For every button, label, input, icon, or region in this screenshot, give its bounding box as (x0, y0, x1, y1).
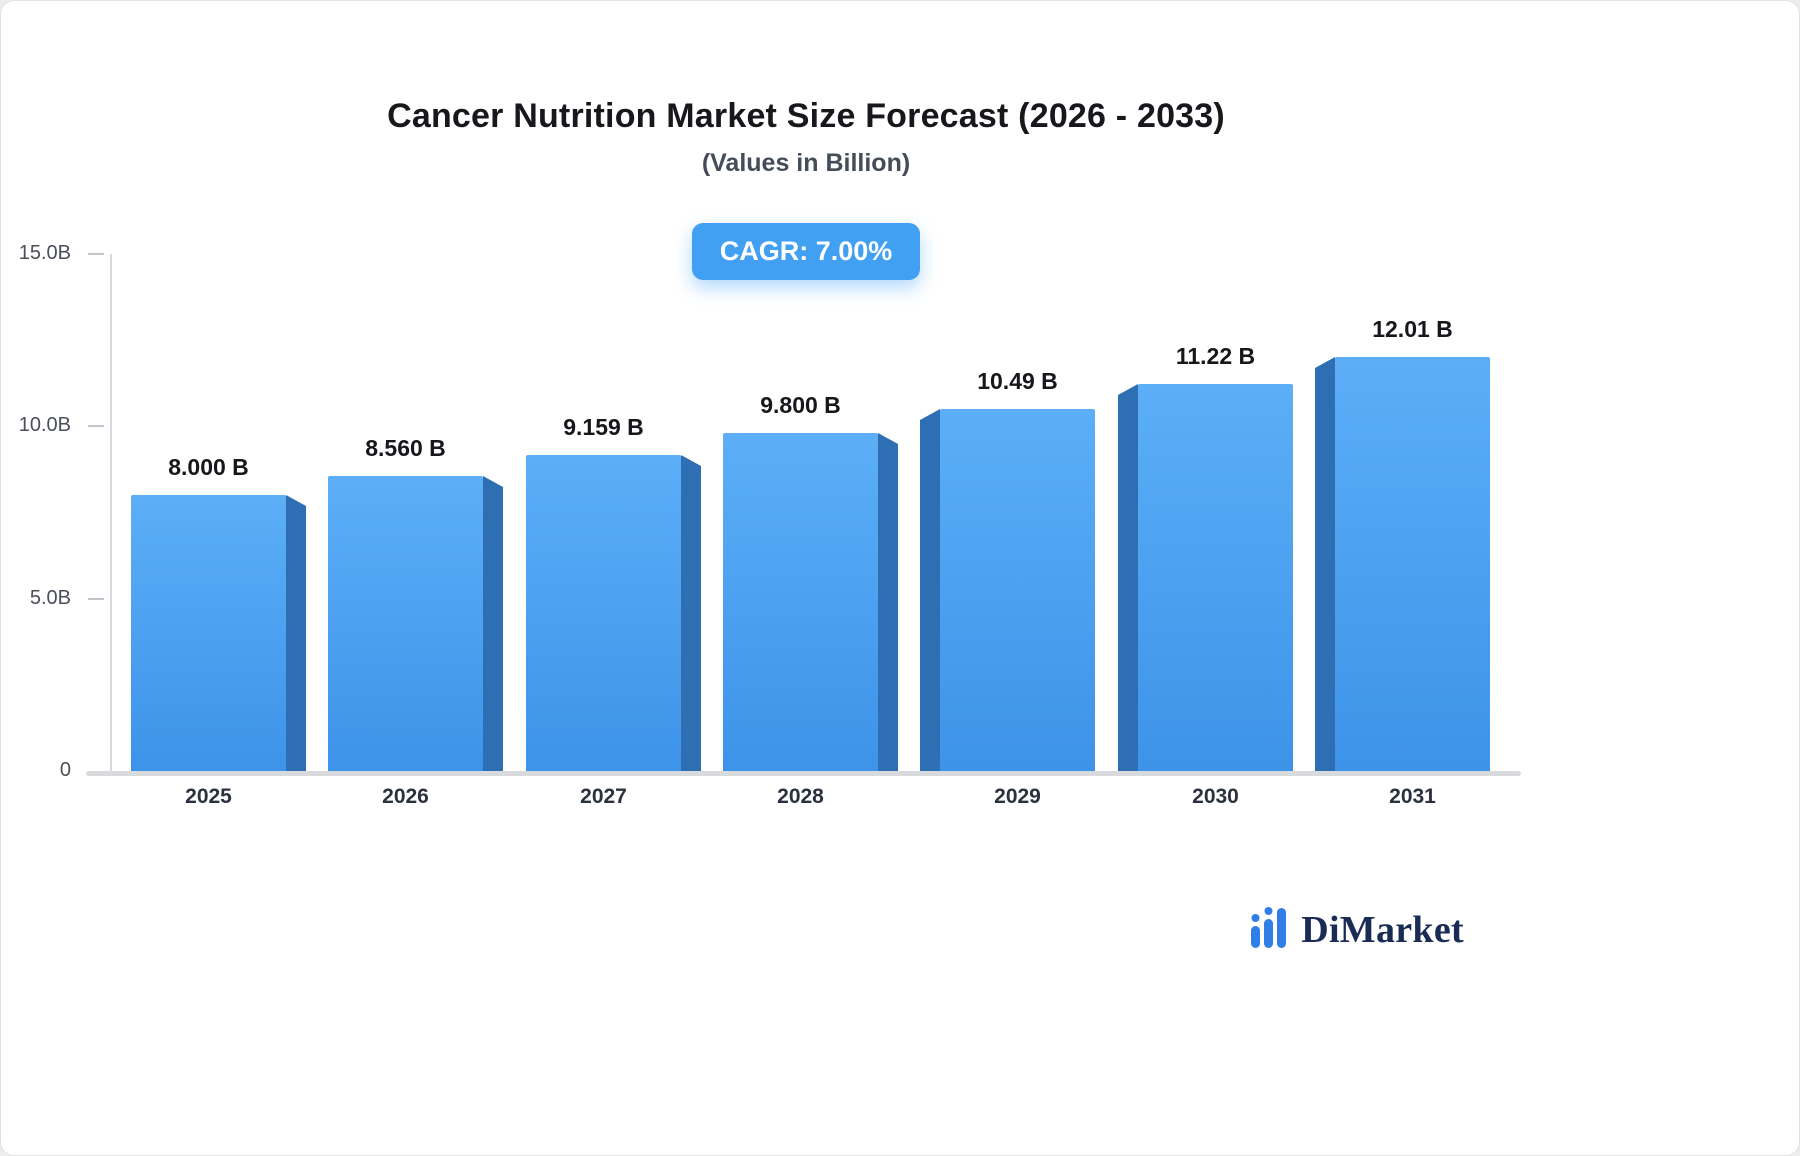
bar-side-shade (1118, 395, 1138, 771)
bar-side-shade (681, 466, 701, 771)
bar-2030 (1118, 384, 1293, 771)
bar-value-label: 9.159 B (563, 414, 644, 440)
x-axis-label: 2028 (777, 785, 824, 808)
bar-value-label: 10.49 B (977, 368, 1058, 394)
y-axis-line (110, 254, 112, 771)
y-axis-label: 0 (59, 759, 71, 781)
dimarket-logo: DiMarket (1247, 904, 1464, 955)
plot-area: 8.000 B 2025 8.560 B 2026 9.159 B 2027 9.800 B… (19, 242, 1521, 808)
bar-2026 (328, 476, 503, 771)
bar-side-shade (1315, 368, 1335, 771)
x-axis-label: 2025 (185, 785, 232, 808)
y-axis-label: 10.0B (18, 414, 71, 436)
bar-top-bevel (286, 495, 306, 506)
bar-value-label: 8.000 B (168, 454, 249, 480)
chart-subtitle: (Values in Billion) (701, 149, 911, 177)
bar-top-bevel (1315, 357, 1335, 368)
bar-face (328, 476, 483, 771)
bar-face (723, 433, 878, 771)
bar-face (940, 409, 1095, 771)
x-axis-label: 2031 (1389, 785, 1436, 808)
x-axis-baseline (86, 771, 1521, 776)
bar-2031 (1315, 357, 1490, 771)
bar-2025 (131, 495, 306, 771)
y-axis-tick (88, 598, 104, 600)
bar-face (131, 495, 286, 771)
y-axis-tick (88, 253, 104, 255)
cagr-badge-row: CAGR: 7.00% (1, 223, 1611, 280)
bar-value-label: 8.560 B (365, 435, 446, 461)
x-axis-label: 2026 (382, 785, 429, 808)
bar-top-bevel (1118, 384, 1138, 395)
chart-title: Cancer Nutrition Market Size Forecast (2… (387, 97, 1225, 135)
bar-face (1335, 357, 1490, 771)
logo-text: DiMarket (1301, 908, 1464, 951)
bar-top-bevel (681, 455, 701, 466)
cagr-badge: CAGR: 7.00% (691, 223, 921, 280)
bar-2027 (526, 455, 701, 771)
bar-side-shade (483, 487, 503, 771)
bar-top-bevel (878, 433, 898, 444)
bar-side-shade (920, 420, 940, 771)
bar-value-label: 9.800 B (760, 392, 841, 418)
bar-value-label: 11.22 B (1175, 343, 1256, 369)
bar-top-bevel (483, 476, 503, 487)
bar-face (1138, 384, 1293, 771)
bar-side-shade (878, 444, 898, 771)
bar-2029 (920, 409, 1095, 771)
bar-2028 (723, 433, 898, 771)
y-axis-tick (88, 425, 104, 427)
x-axis-label: 2027 (580, 785, 627, 808)
bar-value-label: 12.01 B (1372, 316, 1453, 342)
bar-face (526, 455, 681, 771)
bar-side-shade (286, 506, 306, 771)
bar-chart-icon (1247, 904, 1291, 955)
y-axis-label: 15.0B (18, 242, 71, 264)
y-axis-label: 5.0B (29, 587, 71, 609)
x-axis-label: 2030 (1192, 785, 1239, 808)
bar-top-bevel (920, 409, 940, 420)
x-axis-label: 2029 (994, 785, 1041, 808)
